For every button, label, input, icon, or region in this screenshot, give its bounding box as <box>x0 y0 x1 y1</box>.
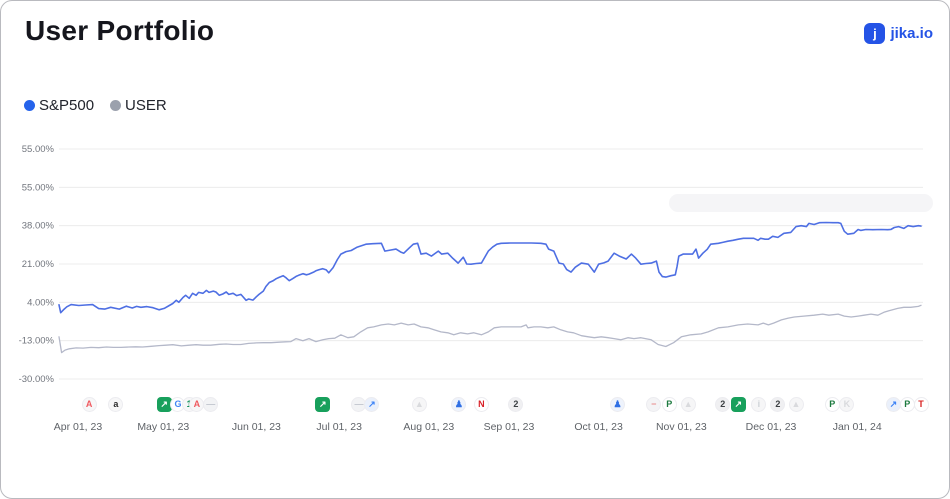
x-axis-label: May 01, 23 <box>137 421 189 433</box>
x-axis-label: Jul 01, 23 <box>316 421 362 433</box>
x-axis-label: Aug 01, 23 <box>403 421 454 433</box>
x-axis-label: Dec 01, 23 <box>746 421 797 433</box>
event-icon-p-logo[interactable]: P <box>824 397 840 412</box>
event-icon-airbnb[interactable]: A <box>81 397 97 412</box>
event-icon-amazon[interactable]: a <box>108 397 124 412</box>
jika-logo-text: jika.io <box>890 25 933 42</box>
event-icon-muted-triangle[interactable]: ▲ <box>680 397 696 412</box>
user-dot-icon <box>110 100 122 111</box>
y-axis-label: 4.00% <box>27 297 54 308</box>
event-icon-tesla[interactable]: T <box>913 397 929 412</box>
event-icon-green-arrow[interactable]: ↗ <box>315 397 331 412</box>
x-axis-label: Sep 01, 23 <box>484 421 535 433</box>
event-icon-badge-2[interactable]: 2 <box>508 397 524 412</box>
x-axis-label: Nov 01, 23 <box>656 421 707 433</box>
jika-logo-icon: j <box>864 23 886 44</box>
event-icon-figure-blue[interactable]: ♟ <box>451 397 467 412</box>
jika-logo[interactable]: j jika.io <box>864 23 933 44</box>
legend-label-user: USER <box>125 97 167 114</box>
event-icon-muted-dash-red[interactable]: − <box>646 397 662 412</box>
event-icon-green-arrow[interactable]: ↗ <box>730 397 746 412</box>
y-axis-label: 55.00% <box>22 144 55 155</box>
user-line <box>58 304 922 354</box>
y-axis-label: -13.00% <box>19 336 55 347</box>
sp500-line <box>58 221 922 314</box>
x-axis-label: Jun 01, 23 <box>232 421 281 433</box>
event-icon-figure-blue[interactable]: ♟ <box>610 397 626 412</box>
event-icon-muted-triangle[interactable]: ▲ <box>411 397 427 412</box>
event-icon-green-arrow[interactable]: ↗ <box>156 397 172 412</box>
sp500-dot-icon <box>24 100 35 111</box>
x-axis-label: Jan 01, 24 <box>833 421 882 433</box>
event-icon-badge-2[interactable]: 2 <box>715 397 731 412</box>
event-icon-p-logo[interactable]: P <box>661 397 677 412</box>
event-icon-chart-up[interactable]: ↗ <box>885 397 901 412</box>
event-icon-muted-badge[interactable]: K <box>839 397 855 412</box>
highlight-band <box>669 194 933 212</box>
x-axis-label: Apr 01, 23 <box>54 421 103 433</box>
legend-item-sp500[interactable]: S&P500 <box>24 97 94 114</box>
legend-item-user[interactable]: USER <box>110 97 167 114</box>
jika-logo-letter: j <box>873 26 877 41</box>
event-icon-netflix[interactable]: N <box>473 397 489 412</box>
page-title: User Portfolio <box>25 15 215 46</box>
y-axis-label: 38.00% <box>22 221 55 232</box>
y-axis-label: 21.00% <box>22 259 55 270</box>
y-axis-label: 55.00% <box>22 182 55 193</box>
event-icon-badge-2[interactable]: 2 <box>770 397 786 412</box>
event-icon-chart-up[interactable]: ↗ <box>364 397 380 412</box>
event-icon-muted-triangle[interactable]: ▲ <box>788 397 804 412</box>
event-icon-muted-dash[interactable]: — <box>203 397 219 412</box>
legend-label-sp500: S&P500 <box>39 97 95 114</box>
chart-legend: S&P500 USER <box>24 97 167 114</box>
event-icon-muted-intel[interactable]: i <box>751 397 767 412</box>
x-axis-label: Oct 01, 23 <box>574 421 623 433</box>
event-icon-p-logo[interactable]: P <box>899 397 915 412</box>
y-axis-label: -30.00% <box>19 374 55 385</box>
